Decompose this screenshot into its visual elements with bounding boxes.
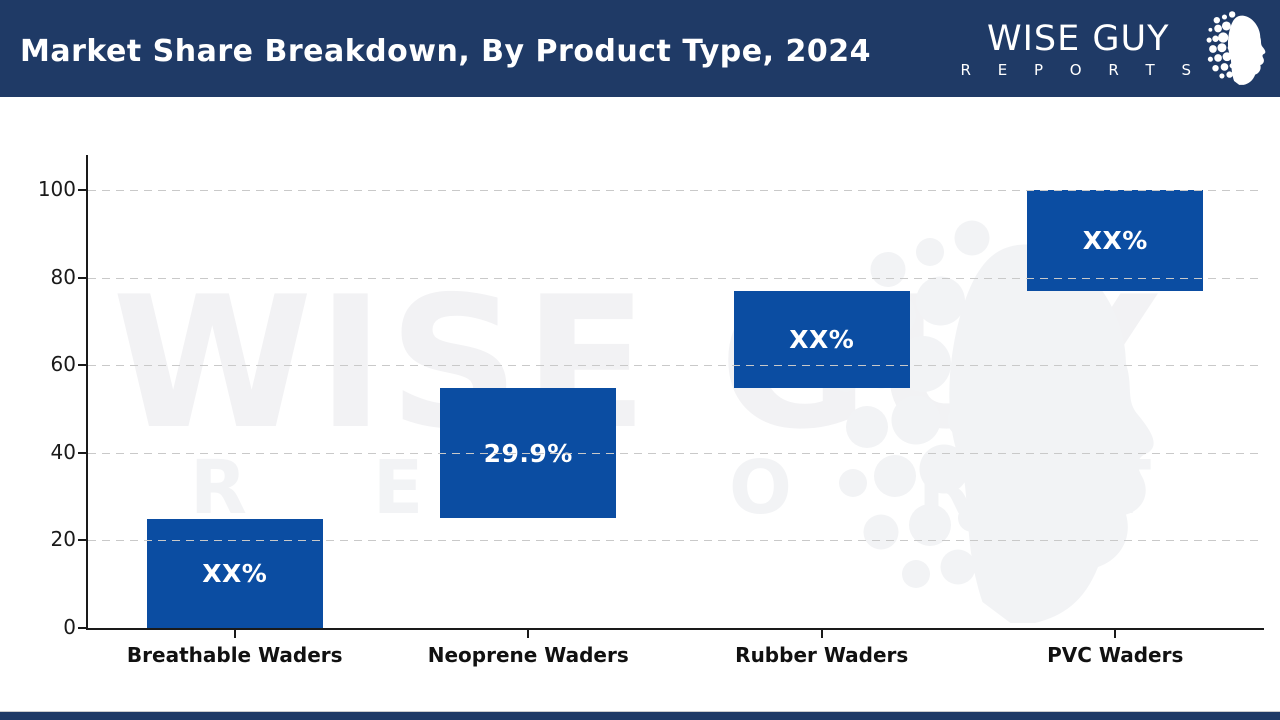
y-tick-label: 0 <box>63 615 76 639</box>
x-tick-mark <box>527 630 530 638</box>
y-tick-mark <box>78 451 86 454</box>
y-tick-label: 40 <box>50 439 76 464</box>
y-axis <box>86 155 88 630</box>
y-tick-label: 80 <box>50 264 76 289</box>
brand-head-icon <box>1204 9 1268 89</box>
x-axis <box>86 628 1264 630</box>
header-bar: Market Share Breakdown, By Product Type,… <box>0 0 1280 97</box>
y-tick-mark <box>78 627 86 629</box>
y-tick-label: 20 <box>50 527 76 552</box>
x-tick-mark <box>233 630 236 638</box>
x-tick-mark <box>820 630 823 638</box>
y-tick-label: 100 <box>37 177 76 201</box>
bar: XX% <box>733 291 910 388</box>
brand-logo: WISE GUY R E P O R T S <box>961 4 1270 94</box>
bar: XX% <box>1027 190 1204 292</box>
bar-value-label: XX% <box>789 324 855 354</box>
brand-name: WISE GUY <box>987 19 1170 59</box>
x-tick-label: Rubber Waders <box>735 643 909 667</box>
x-tick-label: Breathable Waders <box>126 643 343 667</box>
x-tick-label: PVC Waders <box>1047 643 1184 667</box>
y-tick-mark <box>78 539 86 542</box>
gridline <box>88 277 1262 279</box>
gridline <box>88 452 1262 454</box>
y-tick-mark <box>78 364 86 367</box>
x-tick-mark <box>1114 630 1117 638</box>
page-title: Market Share Breakdown, By Product Type,… <box>20 34 871 69</box>
y-tick-mark <box>78 189 86 191</box>
bar-value-label: XX% <box>1082 226 1148 256</box>
chart-canvas: WISE GUY R E P O R T S 0 20 40 60 80 100 XX% Br… <box>0 97 1280 711</box>
x-tick-label: Neoprene Waders <box>427 643 629 667</box>
footer-bar <box>0 711 1280 720</box>
y-tick-mark <box>78 276 86 279</box>
gridline <box>88 540 1262 542</box>
brand-subname: R E P O R T S <box>960 61 1202 79</box>
gridline <box>88 365 1262 367</box>
brand-logo-text: WISE GUY R E P O R T S <box>955 20 1202 80</box>
gridline <box>88 190 1262 191</box>
bar: XX% <box>146 518 323 628</box>
y-tick-label: 60 <box>50 352 76 377</box>
bar-value-label: XX% <box>202 558 268 588</box>
